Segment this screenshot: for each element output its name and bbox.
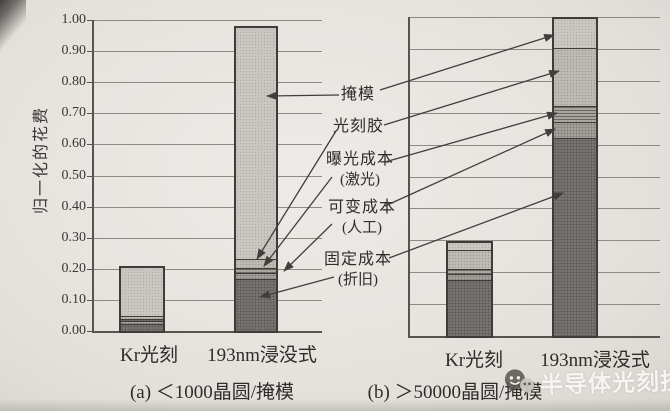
label-variable-text: 可变成本 xyxy=(328,199,397,216)
x-label-Kr光刻: Kr光刻 xyxy=(444,350,504,371)
tick-0.80 xyxy=(87,82,92,84)
gridline-0.10 xyxy=(92,299,322,301)
tick-label-0.80: 0.80 xyxy=(61,74,87,90)
tick-label-0.30: 0.30 xyxy=(61,229,87,245)
gridline-0.80 xyxy=(92,82,322,84)
tick-label-0.10: 0.10 xyxy=(61,291,87,307)
arrow-variable-right xyxy=(384,128,556,207)
label-exposure-sub: (激光) xyxy=(340,172,380,188)
chart-b-caption: (b) ＞50000晶圆/掩模 xyxy=(367,382,543,403)
gridline-0.20 xyxy=(92,268,322,270)
segment-fixed-193nm浸没式 xyxy=(554,138,596,336)
tick-label-0.40: 0.40 xyxy=(61,198,87,214)
tick-0.10 xyxy=(87,299,92,301)
label-variable: 可变成本 (人工) xyxy=(328,197,396,239)
gridline-0.20 xyxy=(408,272,660,274)
tick-label-0.20: 0.20 xyxy=(61,260,87,276)
tick-label-0.60: 0.60 xyxy=(61,136,87,152)
photo-corner-shadow xyxy=(0,0,26,54)
tick-0.20 xyxy=(87,268,92,270)
segment-resist-Kr光刻 xyxy=(121,315,163,319)
label-mask: 掩模 xyxy=(341,84,375,105)
gridline-0.00 xyxy=(408,336,660,338)
segment-resist-Kr光刻 xyxy=(448,250,491,269)
tick-0.70 xyxy=(87,113,92,115)
label-exposure-text: 曝光成本 xyxy=(326,151,395,168)
photo-bottom-shade xyxy=(0,399,670,411)
tick-label-0.90: 0.90 xyxy=(61,43,87,59)
tick-label-0.00: 0.00 xyxy=(61,323,87,338)
label-fixed-sub: (折旧) xyxy=(338,272,378,288)
gridline-0.10 xyxy=(408,304,660,306)
bar-Kr光刻 xyxy=(446,241,493,338)
x-label-193nm浸没式: 193nm浸没式 xyxy=(540,350,650,371)
tick-0.50 xyxy=(87,175,92,177)
label-mask-text: 掩模 xyxy=(341,86,376,103)
gridline-0.00 xyxy=(92,331,322,333)
gridline-0.50 xyxy=(408,176,660,178)
tick-0.30 xyxy=(87,237,92,239)
tick-0.00 xyxy=(87,331,92,332)
tick-0.90 xyxy=(87,51,92,53)
segment-exposure-193nm浸没式 xyxy=(236,268,276,274)
gridline-1.00 xyxy=(408,17,660,18)
segment-mask-193nm浸没式 xyxy=(554,19,596,48)
label-resist: 光刻胶 xyxy=(333,116,384,137)
label-fixed-text: 固定成本 xyxy=(324,251,393,268)
segment-fixed-193nm浸没式 xyxy=(236,279,276,331)
segment-fixed-Kr光刻 xyxy=(121,324,163,331)
segment-exposure-193nm浸没式 xyxy=(554,105,596,122)
gridline-0.70 xyxy=(408,112,660,114)
segment-variable-193nm浸没式 xyxy=(236,273,276,280)
gridline-0.40 xyxy=(92,206,322,208)
chart-a-caption: (a) ＜1000晶圆/掩模 xyxy=(129,382,295,403)
label-resist-text: 光刻胶 xyxy=(333,118,385,135)
y-axis-line xyxy=(408,17,410,336)
watermark-text: 半导体光刻技术 xyxy=(539,367,670,398)
bar-Kr光刻 xyxy=(119,265,165,333)
gridline-0.40 xyxy=(408,208,660,210)
tick-label-0.70: 0.70 xyxy=(61,105,87,121)
gridline-1.00 xyxy=(92,20,322,21)
gridline-0.50 xyxy=(92,175,322,177)
segment-mask-193nm浸没式 xyxy=(236,28,276,260)
segment-fixed-Kr光刻 xyxy=(448,280,491,336)
y-axis-line xyxy=(92,20,94,331)
wechat-emoji-icon xyxy=(504,369,535,395)
tick-label-1.00: 1.00 xyxy=(61,12,87,27)
x-label-193nm浸没式: 193nm浸没式 xyxy=(207,345,317,366)
tick-0.60 xyxy=(87,144,92,146)
gridline-0.80 xyxy=(408,80,660,82)
tick-0.40 xyxy=(87,206,92,208)
segment-variable-Kr光刻 xyxy=(121,321,163,325)
gridline-0.90 xyxy=(92,51,322,53)
segment-exposure-Kr光刻 xyxy=(121,318,163,322)
label-fixed: 固定成本 (折旧) xyxy=(324,249,392,291)
gridline-0.60 xyxy=(92,144,322,146)
arrow-exposure-right xyxy=(384,111,559,163)
segment-variable-193nm浸没式 xyxy=(554,121,596,139)
gridline-0.60 xyxy=(408,144,660,146)
segment-resist-193nm浸没式 xyxy=(554,47,596,106)
gridline-0.90 xyxy=(408,48,660,50)
arrow-resist-right xyxy=(383,69,560,126)
tick-label-0.50: 0.50 xyxy=(61,167,87,183)
gridline-0.70 xyxy=(92,113,322,115)
label-exposure: 曝光成本 (激光) xyxy=(326,149,394,191)
segment-variable-Kr光刻 xyxy=(448,274,491,281)
segment-mask-Kr光刻 xyxy=(121,267,163,316)
gridline-0.30 xyxy=(92,237,322,239)
segment-resist-193nm浸没式 xyxy=(236,259,276,269)
watermark: 半导体光刻技术 xyxy=(502,361,670,400)
segment-mask-Kr光刻 xyxy=(448,243,491,251)
label-variable-sub: (人工) xyxy=(342,220,382,236)
segment-exposure-Kr光刻 xyxy=(448,268,491,275)
bar-193nm浸没式 xyxy=(234,26,278,333)
tick-1.00 xyxy=(87,20,92,21)
x-label-Kr光刻: Kr光刻 xyxy=(119,345,179,366)
bar-193nm浸没式 xyxy=(552,17,598,338)
